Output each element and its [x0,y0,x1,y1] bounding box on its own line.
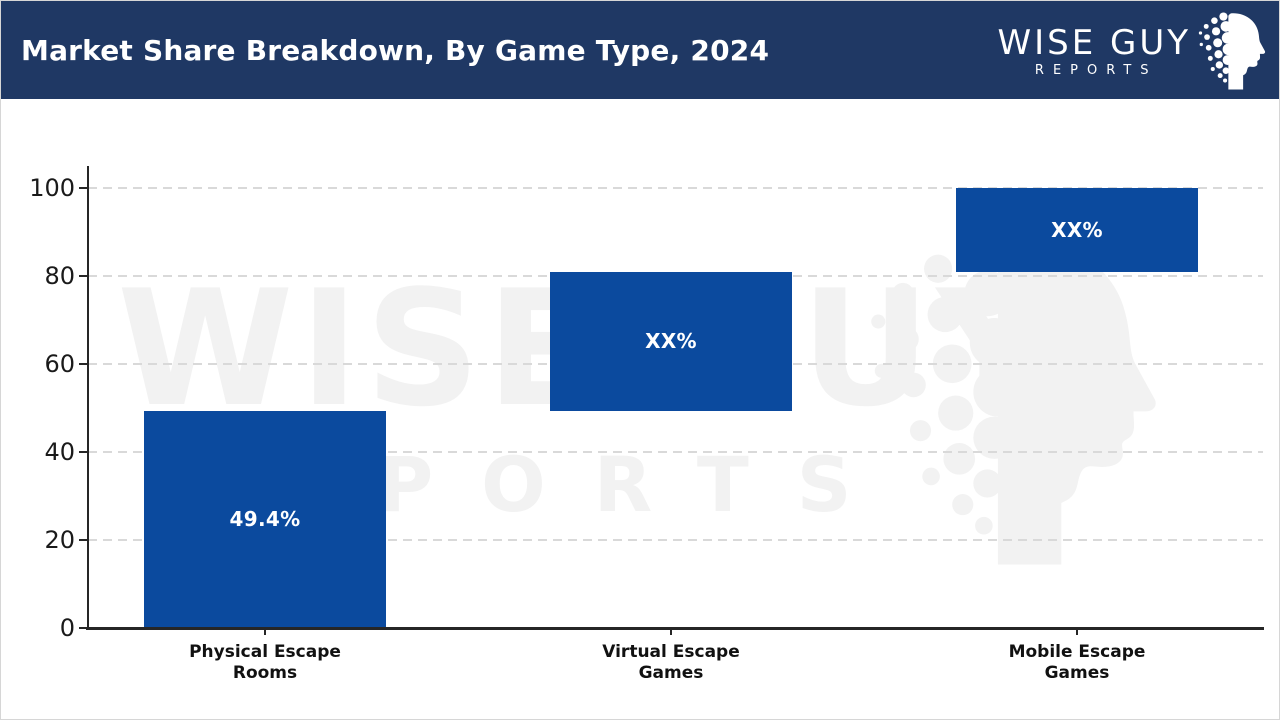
x-tick-mark [1076,628,1078,635]
bar-value-label: 49.4% [229,507,301,532]
y-tick-mark [79,539,87,541]
y-tick-label: 0 [59,614,75,642]
x-tick-mark [264,628,266,635]
wise-guy-reports-logo: WISE GUY REPORTS [997,7,1267,95]
bar-value-label: XX% [645,329,697,354]
title-banner: Market Share Breakdown, By Game Type, 20… [1,1,1279,99]
x-axis-category-label: Mobile Escape Games [917,642,1237,684]
bar-segment: 49.4% [144,410,386,628]
logo-reports-label: REPORTS [1034,62,1158,78]
x-axis-label-line1: Mobile Escape [1008,642,1146,662]
x-axis-label-line2: Rooms [232,663,298,683]
x-axis-label-line1: Physical Escape [189,642,341,662]
y-tick-label: 100 [29,174,75,202]
gridline [88,187,1263,189]
y-tick-label: 60 [44,350,75,378]
logo-wiseguy-label: WISE GUY [997,22,1191,63]
gridline [88,539,1263,541]
x-axis-line [86,627,1264,630]
x-axis-label-line2: Games [1044,663,1110,683]
y-axis-line [87,166,89,629]
gridline [88,451,1263,453]
x-axis-label-line2: Games [638,663,704,683]
y-tick-label: 40 [44,438,75,466]
x-axis-category-label: Virtual Escape Games [511,642,831,684]
bar-segment: XX% [956,188,1198,272]
y-tick-label: 80 [44,262,75,290]
y-tick-label: 20 [44,526,75,554]
x-tick-mark [670,628,672,635]
y-tick-mark [79,627,87,629]
logo-head-icon [1193,10,1267,92]
bar-value-label: XX% [1051,217,1103,242]
y-tick-mark [79,363,87,365]
bar-segment: XX% [550,271,792,411]
x-axis-label-line1: Virtual Escape [602,642,740,662]
y-tick-mark [79,275,87,277]
chart-title: Market Share Breakdown, By Game Type, 20… [21,33,770,67]
y-tick-mark [79,187,87,189]
logo-text: WISE GUY REPORTS [997,25,1191,78]
x-axis-category-label: Physical Escape Rooms [105,642,425,684]
y-tick-mark [79,451,87,453]
